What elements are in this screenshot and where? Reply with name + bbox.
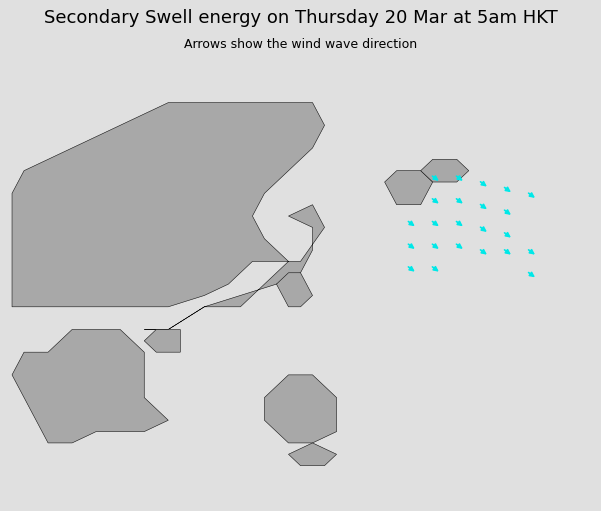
- Polygon shape: [12, 330, 168, 443]
- Polygon shape: [421, 159, 469, 182]
- Polygon shape: [288, 443, 337, 466]
- Polygon shape: [12, 103, 325, 330]
- Text: Arrows show the wind wave direction: Arrows show the wind wave direction: [184, 38, 417, 51]
- Polygon shape: [144, 330, 180, 352]
- Polygon shape: [276, 273, 313, 307]
- Text: Secondary Swell energy on Thursday 20 Mar at 5am HKT: Secondary Swell energy on Thursday 20 Ma…: [44, 9, 557, 27]
- Polygon shape: [385, 171, 433, 205]
- Polygon shape: [264, 375, 337, 443]
